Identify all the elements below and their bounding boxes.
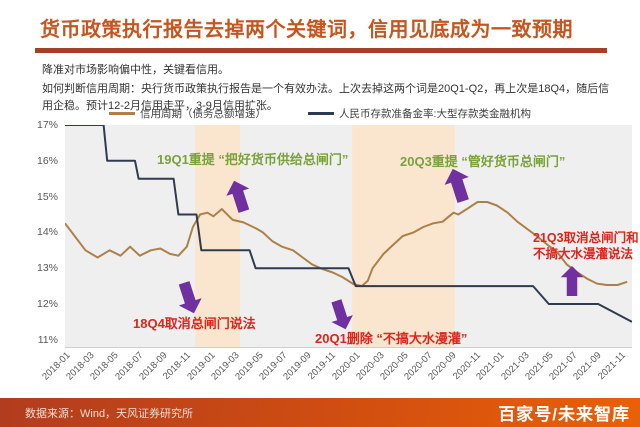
intro-line-1: 降准对市场影响偏中性，关键看信用。 — [42, 64, 229, 76]
series-line — [65, 201, 628, 288]
annotation-21q3-line1: 21Q3取消总闸门和 — [533, 231, 639, 245]
y-tick-label: 16% — [36, 154, 58, 167]
legend-label-rrr: 人民币存款准备金率:大型存款类金融机构 — [339, 108, 531, 120]
plot-area — [65, 125, 632, 348]
chart-legend: 信用周期（债务总额增速） 人民币存款准备金率:大型存款类金融机构 — [0, 106, 640, 121]
legend-label-credit-cycle: 信用周期（债务总额增速） — [140, 108, 267, 120]
legend-item-credit-cycle: 信用周期（债务总额增速） — [109, 106, 266, 121]
annotation-19q1: 19Q1重提 “把好货币供给总闸门” — [157, 152, 349, 167]
series-line — [65, 125, 632, 323]
up-arrow-icon — [560, 266, 584, 296]
legend-item-rrr: 人民币存款准备金率:大型存款类金融机构 — [308, 106, 531, 121]
rrr-line-swatch — [308, 112, 335, 115]
intro-text: 降准对市场影响偏中性，关键看信用。 如何判断信用周期：央行货币政策执行报告是一个… — [42, 62, 610, 116]
credit-cycle-line-swatch — [109, 112, 136, 115]
annotation-20q3: 20Q3重提 “管好货币总闸门” — [400, 154, 566, 169]
y-tick-label: 12% — [36, 298, 58, 310]
annotation-18q4: 18Q4取消总闸门说法 — [133, 316, 256, 331]
y-tick-label: 14% — [36, 226, 58, 239]
y-tick-label: 11% — [37, 333, 58, 346]
down-arrow-icon — [178, 281, 202, 314]
up-arrow-icon — [444, 168, 469, 204]
title-underline-bar — [35, 48, 607, 53]
brand-text: 百家号/未来智库 — [498, 405, 630, 424]
footer-bar: 数据来源：Wind，天风证券研究所 百家号/未来智库 — [0, 398, 640, 427]
down-arrow-icon — [331, 299, 353, 330]
data-source-text: 数据来源：Wind，天风证券研究所 — [25, 407, 194, 420]
line-chart: 信用周期（债务总额增速） 人民币存款准备金率:大型存款类金融机构 17% 16% 1… — [0, 104, 640, 398]
annotation-21q3-line2: 不搞大水漫灌说法 — [533, 246, 634, 261]
y-tick-label: 13% — [36, 262, 58, 275]
annotation-21q3: 21Q3取消总闸门和 不搞大水漫灌说法 — [533, 231, 640, 262]
annotation-20q1: 20Q1删除 “不搞大水漫灌” — [315, 331, 468, 346]
up-arrow-icon — [226, 180, 250, 213]
y-tick-label: 15% — [36, 190, 58, 203]
y-tick-label: 17% — [36, 119, 58, 131]
highlight-band — [195, 125, 240, 347]
intro-line-2: 如何判断信用周期：央行货币政策执行报告是一个有效办法。上次去掉这两个词是20Q1… — [42, 82, 610, 113]
page-title: 货币政策执行报告去掉两个关键词，信用见底成为一致预期 — [40, 19, 573, 41]
